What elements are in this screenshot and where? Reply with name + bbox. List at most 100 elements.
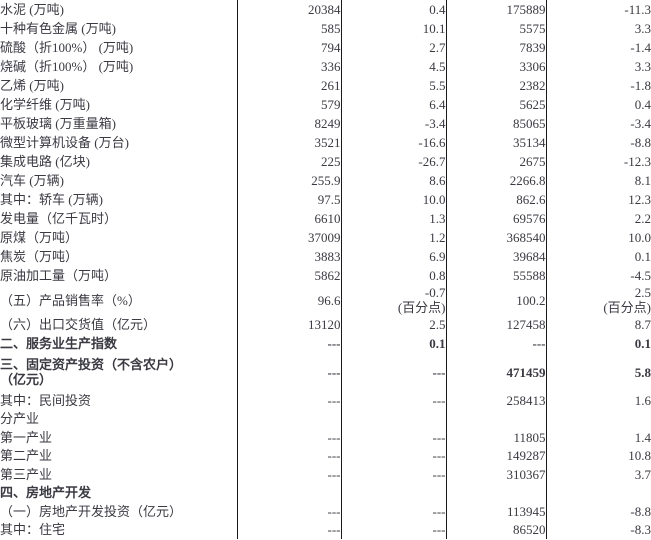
- indicator-label: 烧碱（折100%） (万吨): [0, 57, 238, 76]
- table-row: 二、服务业生产指数 --- 0.1 --- 0.1: [0, 334, 651, 353]
- value-cell-c4: 3.7: [634, 466, 651, 482]
- value-cell-c3: ---: [446, 334, 547, 353]
- value-cell-c4: 3.3: [634, 21, 651, 36]
- value-cell-c3: 2382: [446, 76, 547, 95]
- value-cell-c1: ---: [237, 391, 342, 410]
- indicator-label: 第三产业: [0, 465, 238, 484]
- indicator-label: 化学纤维 (万吨): [0, 95, 238, 114]
- value-cell-c2: 0.4: [341, 0, 447, 19]
- table-row: 汽车 (万辆) 255.9 8.6 2266.8 8.1: [0, 171, 651, 190]
- value-cell-c2: 2.5: [341, 315, 447, 334]
- value-cell-c4: 8.7: [634, 317, 651, 332]
- value-cell-c1: 225: [237, 152, 342, 171]
- value-cell-c2: ---: [341, 502, 447, 521]
- value-cell-c1: ---: [237, 334, 342, 353]
- value-cell-c1: 585: [237, 19, 342, 38]
- table-row: 第二产业 --- --- 149287 10.8: [0, 446, 651, 465]
- value-cell-c3: 862.6: [446, 190, 547, 209]
- value-cell-c1: 3883: [237, 247, 342, 266]
- value-cell-c4: 10.0: [628, 230, 651, 245]
- value-cell-c2: ---: [341, 446, 447, 465]
- value-cell-c3: 5575: [446, 19, 547, 38]
- indicator-label: 其中：住宅: [0, 520, 238, 539]
- value-cell-c1: 20384: [237, 0, 342, 19]
- value-cell-c1: 255.9: [237, 171, 342, 190]
- value-cell-c1: 13120: [237, 315, 342, 334]
- table-row: 微型计算机设备 (万台) 3521 -16.6 35134 -8.8: [0, 133, 651, 152]
- value-cell-c3: 5625: [446, 95, 547, 114]
- indicator-label: （六）出口交货值（亿元）: [0, 315, 238, 334]
- value-cell-c3: 3306: [446, 57, 547, 76]
- table-row: 化学纤维 (万吨) 579 6.4 5625 0.4: [0, 95, 651, 114]
- indicator-label: 原油加工量（万吨）: [0, 266, 238, 285]
- value-cell-c1: 5862: [237, 266, 342, 285]
- table-row: 其中：轿车 (万辆) 97.5 10.0 862.6 12.3: [0, 190, 651, 209]
- value-cell-c3: 2266.8: [446, 171, 547, 190]
- value-cell-c1: 336: [237, 57, 342, 76]
- value-cell-c3: 86520: [446, 520, 547, 539]
- value-cell-c3: 258413: [446, 391, 547, 410]
- value-cell-c1: 794: [237, 38, 342, 57]
- value-cell-c2: ---: [341, 391, 447, 410]
- value-cell-c3: 11805: [446, 428, 547, 447]
- value-cell-c3: 175889: [446, 0, 547, 19]
- value-cell-c2: -16.6: [341, 133, 447, 152]
- value-cell-c4: 8.1: [634, 173, 651, 188]
- table-row: 焦炭（万吨） 3883 6.9 39684 0.1: [0, 247, 651, 266]
- value-cell-c2: ---: [341, 353, 447, 391]
- table-row: 原油加工量（万吨） 5862 0.8 55588 -4.5: [0, 266, 651, 285]
- value-cell-c4: 1.4: [634, 429, 651, 445]
- table-row: 集成电路 (亿块) 225 -26.7 2675 -12.3: [0, 152, 651, 171]
- indicator-label: 分产业: [0, 409, 238, 428]
- value-cell-c3: 7839: [446, 38, 547, 57]
- value-cell-c4: 12.3: [628, 192, 651, 207]
- indicator-label: （五）产品销售率（%）: [0, 285, 238, 315]
- value-cell-c3: [446, 409, 547, 428]
- value-cell-c1: [237, 483, 342, 502]
- indicator-label: 三、固定资产投资（不含农户） （亿元）: [0, 353, 238, 391]
- table-row: 第一产业 --- --- 11805 1.4: [0, 428, 651, 447]
- value-cell-c3: 35134: [446, 133, 547, 152]
- value-cell-c4: -1.8: [630, 78, 651, 93]
- value-cell-c4: 0.1: [634, 249, 651, 264]
- value-cell-c3: [446, 483, 547, 502]
- value-cell-c2: 0.8: [341, 266, 447, 285]
- value-cell-c3: 85065: [446, 114, 547, 133]
- table-row: 原煤（万吨） 37009 1.2 368540 10.0: [0, 228, 651, 247]
- value-cell-c2: 8.6: [341, 171, 447, 190]
- indicator-label: 四、房地产开发: [0, 483, 238, 502]
- value-cell-c1: ---: [237, 446, 342, 465]
- value-cell-c1: ---: [237, 520, 342, 539]
- table-row: 三、固定资产投资（不含农户） （亿元） --- --- 471459 5.8: [0, 353, 651, 391]
- value-cell-c3: 127458: [446, 315, 547, 334]
- value-cell-c1: 3521: [237, 133, 342, 152]
- table-row: 水泥 (万吨) 20384 0.4 175889 -11.3: [0, 0, 651, 19]
- table-row: 分产业: [0, 409, 651, 428]
- indicator-label: 第一产业: [0, 428, 238, 447]
- value-cell-c2: 0.1: [341, 334, 447, 353]
- value-cell-c2: -3.4: [341, 114, 447, 133]
- value-cell-c2: 1.3: [341, 209, 447, 228]
- value-cell-c2: ---: [341, 465, 447, 484]
- value-cell-c4: 3.3: [634, 59, 651, 74]
- value-cell-c4: -11.3: [624, 2, 651, 17]
- value-cell-c1: 6610: [237, 209, 342, 228]
- value-cell-c3: 149287: [446, 446, 547, 465]
- value-cell-c2: 1.2: [341, 228, 447, 247]
- value-cell-c1: 37009: [237, 228, 342, 247]
- value-cell-c3: 471459: [446, 353, 547, 391]
- value-cell-c1: ---: [237, 353, 342, 391]
- value-cell-c2: 10.1: [341, 19, 447, 38]
- value-cell-c4: 1.6: [634, 392, 651, 408]
- value-cell-c2: 6.9: [341, 247, 447, 266]
- indicator-label: 其中：轿车 (万辆): [0, 190, 238, 209]
- value-cell-c1: 8249: [237, 114, 342, 133]
- value-cell-c4: -4.5: [630, 268, 651, 283]
- table-row: 其中：民间投资 --- --- 258413 1.6: [0, 391, 651, 410]
- value-cell-c3: 368540: [446, 228, 547, 247]
- indicator-label: 水泥 (万吨): [0, 0, 238, 19]
- value-cell-c2: ---: [341, 428, 447, 447]
